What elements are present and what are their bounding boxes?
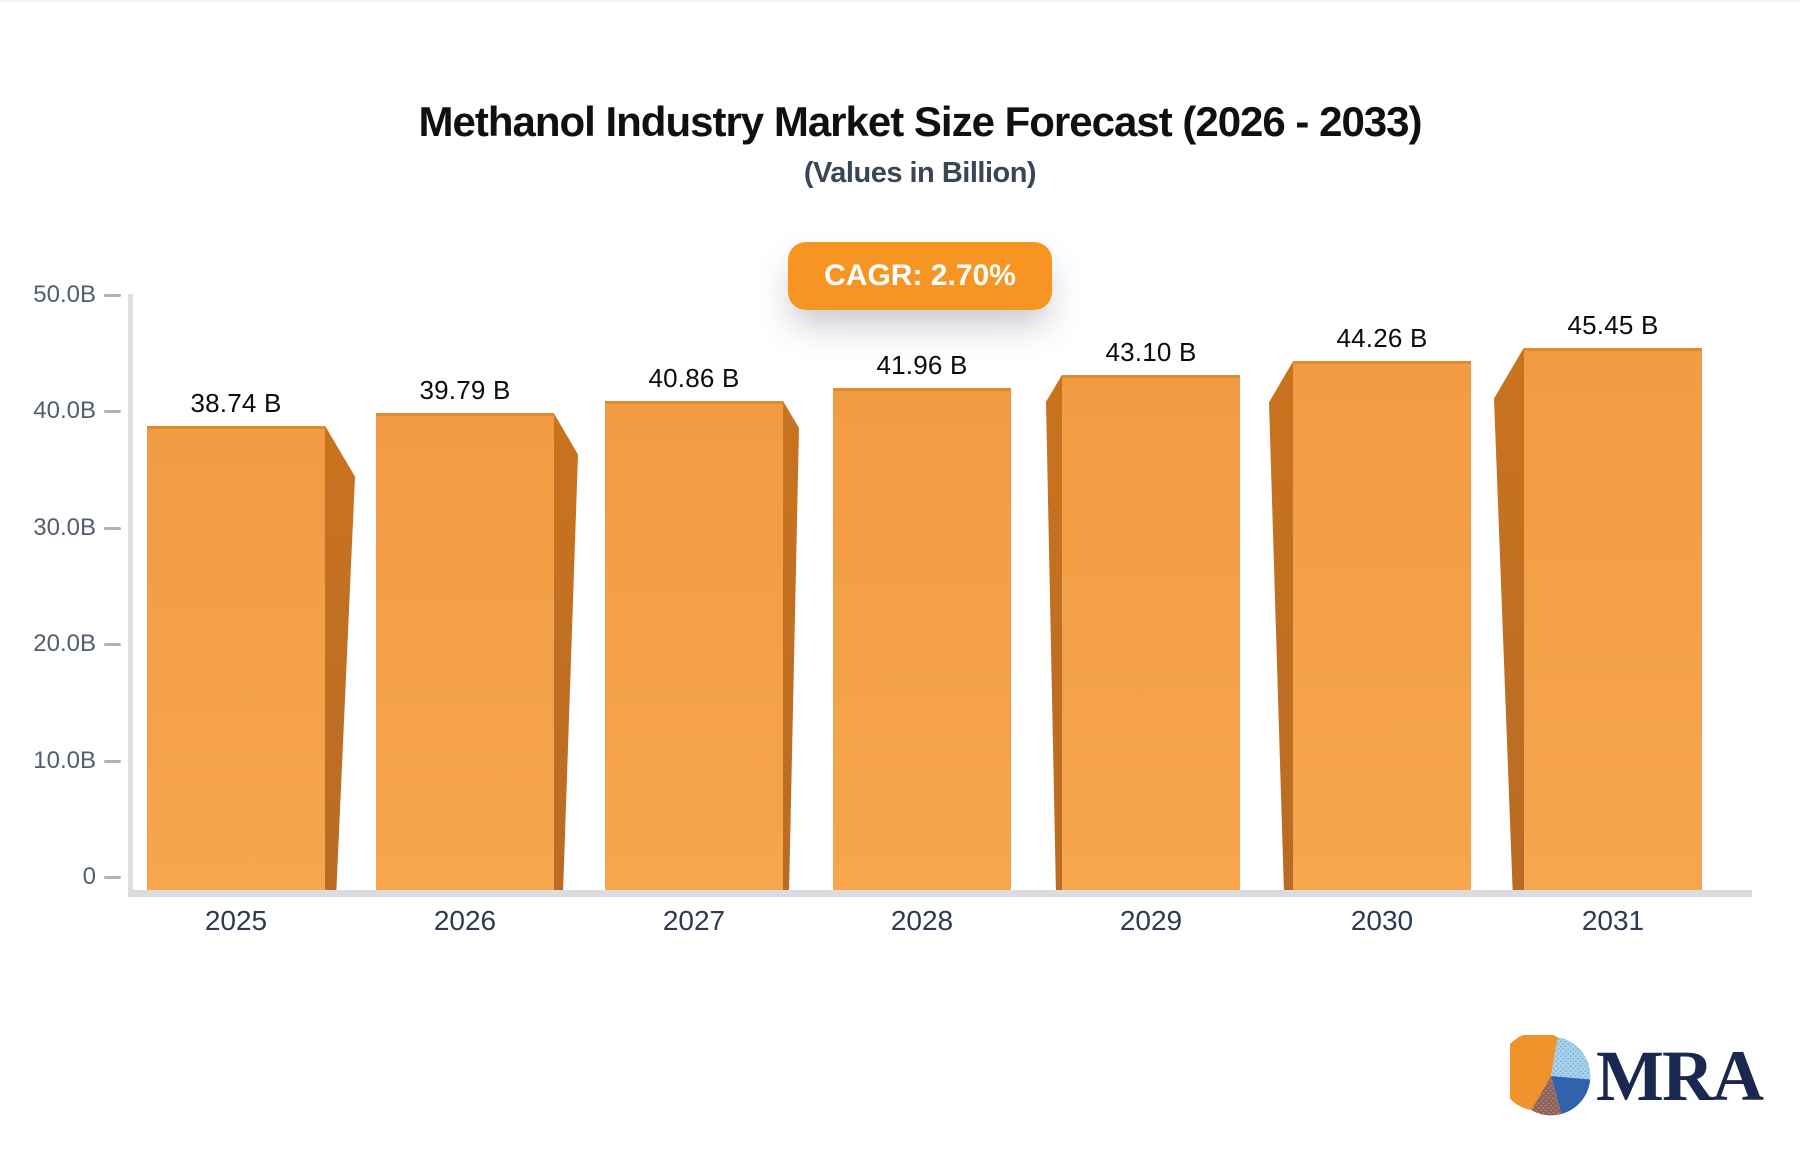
- bar-value-label-2028: 41.96 B: [876, 350, 968, 381]
- y-axis-tick-label: 40.0B: [33, 397, 96, 424]
- x-axis-label-2026: 2026: [433, 905, 497, 936]
- pie-chart-icon: [1510, 1035, 1591, 1116]
- bar-value-label-2030: 44.26 B: [1336, 323, 1428, 354]
- y-axis-tick-label: 10.0B: [33, 746, 96, 774]
- page-title: Methanol Industry Market Size Forecast (…: [418, 98, 1422, 145]
- y-axis-tick-mark: [104, 410, 121, 413]
- x-axis-label-2027: 2027: [662, 905, 726, 936]
- bar-2031[interactable]: [1524, 347, 1702, 890]
- chart-subtitle: (Values in Billion): [803, 157, 1037, 190]
- bar-2026[interactable]: [376, 413, 554, 890]
- bar-value-label-2031: 45.45 B: [1567, 309, 1659, 340]
- y-axis-tick-label: 50.0B: [33, 280, 96, 308]
- bar-value-label-2027: 40.86 B: [648, 362, 740, 393]
- y-axis-tick-label: 0: [82, 863, 96, 890]
- bar-2026-3d-side: [554, 413, 578, 890]
- logo-text: MRA: [1596, 1036, 1764, 1116]
- y-axis-tick-mark: [104, 526, 121, 530]
- bar-value-label-2025: 38.74 B: [190, 387, 282, 418]
- bar-2029[interactable]: [1062, 374, 1240, 890]
- x-axis-label-2030: 2030: [1350, 905, 1414, 936]
- bar-2029-3d-side: [1046, 374, 1062, 890]
- y-axis-tick-mark: [104, 643, 121, 646]
- x-axis-baseline: [128, 890, 1752, 897]
- bar-value-label-2026: 39.79 B: [419, 375, 511, 406]
- y-axis-tick-label: 30.0B: [33, 513, 96, 541]
- y-axis-tick-mark: [104, 876, 121, 879]
- y-axis-tick-mark: [104, 293, 121, 297]
- chart-header: Methanol Industry Market Size Forecast (…: [40, 3, 1800, 311]
- bar-2031-3d-side: [1494, 347, 1524, 890]
- x-axis-label-2031: 2031: [1581, 905, 1645, 936]
- bar-2028[interactable]: [833, 388, 1011, 890]
- x-axis-label-2025: 2025: [204, 905, 268, 936]
- cagr-badge: CAGR: 2.70%: [788, 242, 1052, 311]
- bar-2025-3d-side: [325, 425, 355, 890]
- bar-2030-3d-side: [1269, 361, 1293, 890]
- y-axis-tick-mark: [104, 759, 121, 763]
- bar-value-label-2029: 43.10 B: [1105, 336, 1197, 367]
- y-axis-line: [128, 294, 133, 897]
- logo: MRA: [1510, 1035, 1764, 1117]
- y-axis-tick-label: 20.0B: [33, 630, 96, 657]
- bar-2030[interactable]: [1293, 361, 1471, 890]
- plot-area: 50.0B 40.0B 30.0B 20.0B 10.0B 0 38.74 B 2025 39.…: [0, 3, 1800, 1159]
- bar-2027-3d-side: [783, 400, 799, 890]
- bar-2025[interactable]: [147, 425, 325, 890]
- x-axis-label-2028: 2028: [890, 905, 954, 936]
- x-axis-label-2029: 2029: [1119, 905, 1183, 936]
- bar-2027[interactable]: [605, 400, 783, 890]
